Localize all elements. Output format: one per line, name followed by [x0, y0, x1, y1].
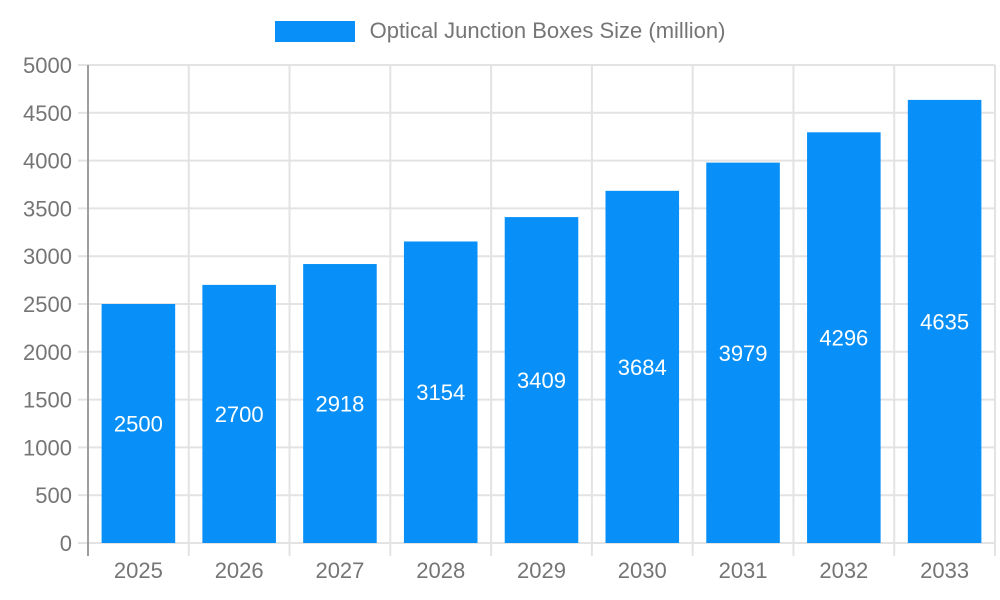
x-axis-label: 2033: [920, 558, 969, 583]
bar-value-label: 2500: [114, 412, 163, 437]
x-axis-label: 2032: [819, 558, 868, 583]
legend: Optical Junction Boxes Size (million): [0, 18, 1000, 44]
x-axis-label: 2030: [618, 558, 667, 583]
bar-value-label: 2700: [215, 402, 264, 427]
bar: [706, 162, 780, 543]
bar-value-label: 2918: [315, 392, 364, 417]
y-axis-label: 3000: [23, 244, 72, 269]
y-axis-label: 0: [60, 531, 72, 556]
y-axis-label: 4500: [23, 101, 72, 126]
bar: [605, 190, 680, 543]
x-axis-label: 2027: [315, 558, 364, 583]
y-axis-label: 2500: [23, 292, 72, 317]
x-axis-label: 2029: [517, 558, 566, 583]
bar: [202, 284, 276, 543]
y-axis-label: 1500: [23, 388, 72, 413]
y-axis-label: 5000: [23, 53, 72, 78]
bar: [907, 99, 982, 544]
bar: [101, 304, 176, 543]
x-axis-label: 2028: [416, 558, 465, 583]
bar: [303, 264, 377, 543]
y-axis-label: 4000: [23, 149, 72, 174]
bar-value-label: 3979: [719, 341, 768, 366]
x-axis-label: 2031: [719, 558, 768, 583]
x-axis-label: 2025: [114, 558, 163, 583]
y-axis-label: 500: [35, 483, 72, 508]
y-axis-label: 1000: [23, 435, 72, 460]
legend-swatch-icon: [274, 20, 355, 42]
bar-value-label: 3154: [416, 380, 465, 405]
bar: [807, 132, 881, 543]
legend-label: Optical Junction Boxes Size (million): [369, 18, 726, 43]
y-axis-label: 3500: [23, 196, 72, 221]
bar: [504, 217, 579, 543]
bar-value-label: 3684: [618, 355, 667, 380]
y-axis-label: 2000: [23, 340, 72, 365]
bar-value-label: 4635: [920, 309, 969, 334]
bar: [403, 241, 478, 543]
x-axis-label: 2026: [215, 558, 264, 583]
bar-value-label: 3409: [517, 368, 566, 393]
bar-value-label: 4296: [819, 326, 868, 351]
